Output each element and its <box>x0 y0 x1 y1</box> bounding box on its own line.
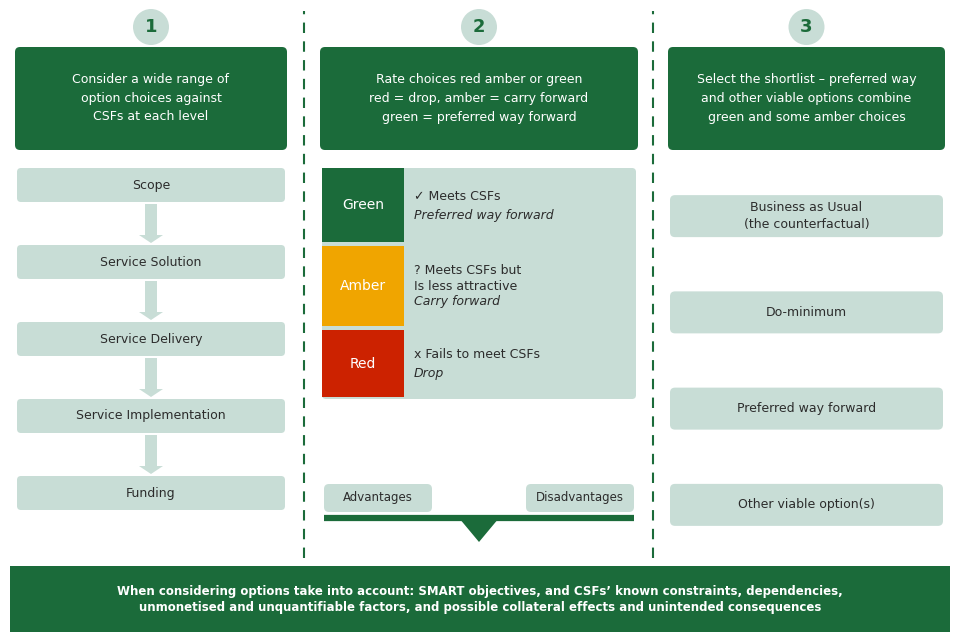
Text: Preferred way forward: Preferred way forward <box>737 402 876 415</box>
Polygon shape <box>139 435 163 474</box>
Bar <box>322 246 404 326</box>
FancyBboxPatch shape <box>322 168 636 399</box>
Polygon shape <box>139 358 163 397</box>
Text: Amber: Amber <box>340 279 386 293</box>
Text: Service Implementation: Service Implementation <box>76 410 226 422</box>
Text: Is less attractive: Is less attractive <box>414 280 517 292</box>
Text: Other viable option(s): Other viable option(s) <box>738 499 875 511</box>
Bar <box>322 330 404 397</box>
Text: Green: Green <box>342 198 384 212</box>
Text: x Fails to meet CSFs: x Fails to meet CSFs <box>414 348 540 361</box>
Text: Disadvantages: Disadvantages <box>536 492 624 504</box>
FancyBboxPatch shape <box>670 484 943 526</box>
Circle shape <box>461 9 497 45</box>
Polygon shape <box>139 281 163 320</box>
Polygon shape <box>459 518 499 542</box>
Text: Scope: Scope <box>132 179 170 191</box>
FancyBboxPatch shape <box>17 168 285 202</box>
FancyBboxPatch shape <box>670 388 943 429</box>
Text: Select the shortlist – preferred way
and other viable options combine
green and : Select the shortlist – preferred way and… <box>697 74 916 124</box>
Text: 1: 1 <box>145 18 157 36</box>
Text: 2: 2 <box>472 18 485 36</box>
Circle shape <box>133 9 169 45</box>
FancyBboxPatch shape <box>15 47 287 150</box>
Text: Carry forward: Carry forward <box>414 296 500 308</box>
Polygon shape <box>139 204 163 243</box>
Text: ? Meets CSFs but: ? Meets CSFs but <box>414 264 521 276</box>
Text: Red: Red <box>349 356 376 371</box>
Text: Drop: Drop <box>414 367 444 380</box>
FancyBboxPatch shape <box>17 322 285 356</box>
FancyBboxPatch shape <box>17 245 285 279</box>
Text: Business as Usual
(the counterfactual): Business as Usual (the counterfactual) <box>744 201 870 231</box>
Text: Rate choices red amber or green
red = drop, amber = carry forward
green = prefer: Rate choices red amber or green red = dr… <box>370 74 588 124</box>
FancyBboxPatch shape <box>17 399 285 433</box>
FancyBboxPatch shape <box>324 484 432 512</box>
FancyBboxPatch shape <box>668 47 945 150</box>
Text: Funding: Funding <box>126 486 176 499</box>
Bar <box>322 168 404 242</box>
Text: Service Solution: Service Solution <box>100 255 202 269</box>
FancyBboxPatch shape <box>670 291 943 333</box>
FancyBboxPatch shape <box>526 484 634 512</box>
Text: unmonetised and unquantifiable factors, and possible collateral effects and unin: unmonetised and unquantifiable factors, … <box>139 600 821 614</box>
Text: When considering options take into account: SMART objectives, and CSFs’ known co: When considering options take into accou… <box>117 584 843 598</box>
FancyBboxPatch shape <box>320 47 638 150</box>
Text: Advantages: Advantages <box>343 492 413 504</box>
FancyBboxPatch shape <box>17 476 285 510</box>
Text: Preferred way forward: Preferred way forward <box>414 209 554 221</box>
Text: Do-minimum: Do-minimum <box>766 306 847 319</box>
FancyBboxPatch shape <box>670 195 943 237</box>
Text: Service Delivery: Service Delivery <box>100 333 203 346</box>
Text: ✓ Meets CSFs: ✓ Meets CSFs <box>414 189 500 202</box>
Circle shape <box>788 9 825 45</box>
Text: Consider a wide range of
option choices against
CSFs at each level: Consider a wide range of option choices … <box>73 74 229 124</box>
Text: 3: 3 <box>801 18 813 36</box>
Bar <box>10 566 950 632</box>
